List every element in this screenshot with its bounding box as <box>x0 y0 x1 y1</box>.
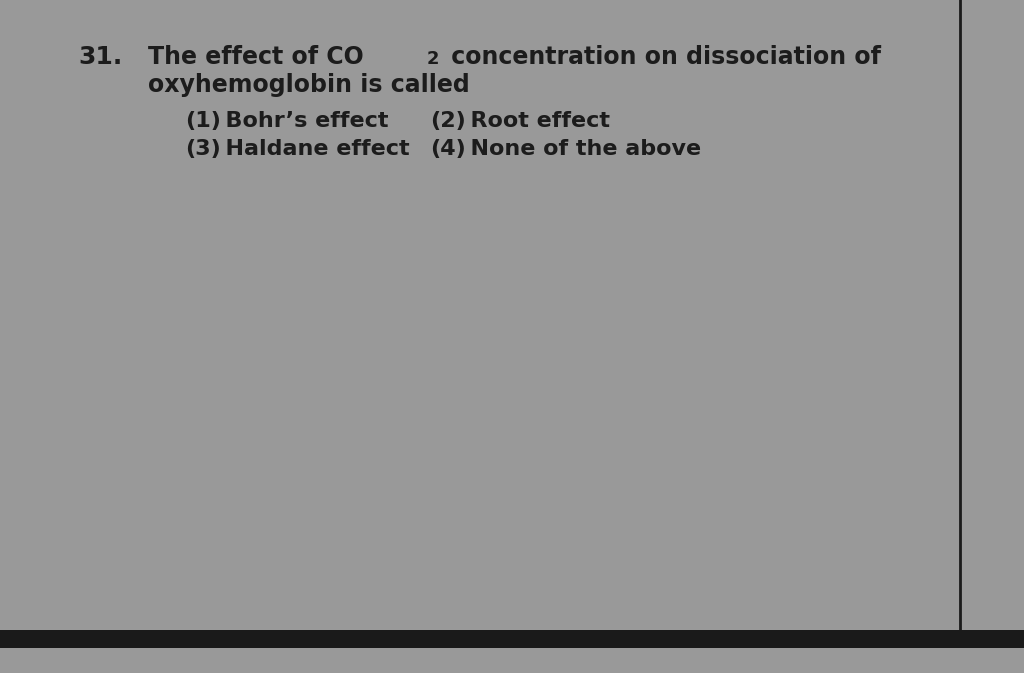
Bar <box>0 630 1024 648</box>
Text: Haldane effect: Haldane effect <box>210 139 410 159</box>
Text: (2): (2) <box>430 111 466 131</box>
Text: concentration on dissociation of: concentration on dissociation of <box>442 45 881 69</box>
Text: oxyhemoglobin is called: oxyhemoglobin is called <box>148 73 470 97</box>
Text: 2: 2 <box>426 50 439 68</box>
Text: Bohr’s effect: Bohr’s effect <box>210 111 388 131</box>
Text: The effect of CO: The effect of CO <box>148 45 364 69</box>
Text: (4): (4) <box>430 139 466 159</box>
Text: Root effect: Root effect <box>455 111 610 131</box>
Text: None of the above: None of the above <box>455 139 701 159</box>
Text: 31.: 31. <box>78 45 122 69</box>
Text: (1): (1) <box>185 111 221 131</box>
Text: 2: 2 <box>426 50 439 68</box>
Text: (3): (3) <box>185 139 221 159</box>
